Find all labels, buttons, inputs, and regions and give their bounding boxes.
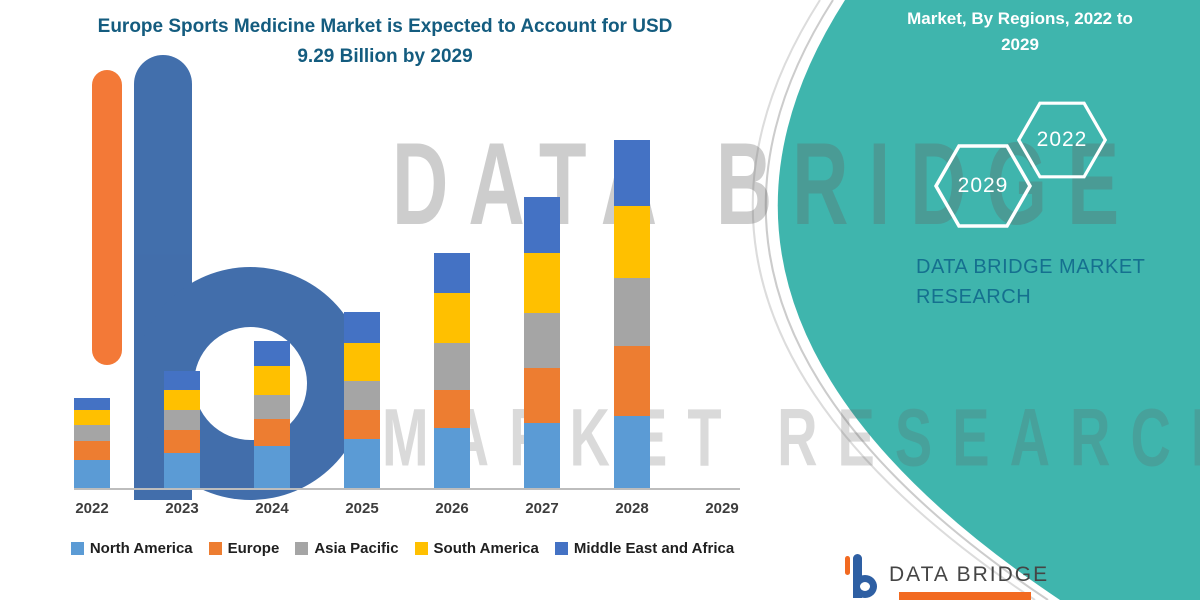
bar-segment-2023-north-america [164,453,200,488]
bar-segment-2025-asia-pacific [344,381,380,410]
chart-title: Europe Sports Medicine Market is Expecte… [40,12,730,72]
hexagon-badge-2029: 2029 [933,142,1033,230]
panel-title: Market, By Regions, 2022 to 2029 [850,6,1190,58]
bar-segment-2028-asia-pacific [614,278,650,346]
bar-segment-2026-south-america [434,293,470,343]
x-label-2022: 2022 [75,500,109,517]
bar-segment-2027-europe [524,368,560,423]
bar-segment-2025-europe [344,410,380,439]
bar-segment-2025-middle-east-and-africa [344,312,380,343]
bar-segment-2024-asia-pacific [254,395,290,419]
bar-segment-2026-europe [434,390,470,428]
bar-segment-2023-south-america [164,390,200,410]
logo-bowl-hole [860,582,870,591]
bar-segment-2027-middle-east-and-africa [524,197,560,253]
legend-label: South America [433,540,539,557]
legend-swatch [70,542,84,555]
x-label-2027: 2027 [525,500,559,517]
right-panel-shape [777,0,1200,600]
legend-label: Middle East and Africa [573,540,735,557]
x-label-2025: 2025 [345,500,379,517]
bar-segment-2023-asia-pacific [164,410,200,430]
bar-2027 [524,197,560,488]
x-label-2023: 2023 [165,500,199,517]
bar-segment-2022-north-america [74,460,110,488]
legend-label: Europe [227,540,280,557]
legend-item-europe: Europe [208,540,280,557]
footer-orange-strip [899,592,1031,600]
hexagon-year-label: 2022 [1036,128,1088,151]
x-label-2029: 2029 [705,500,739,517]
bar-segment-2024-south-america [254,366,290,395]
legend-item-south-america: South America [414,540,539,557]
logo-orange-bar [845,556,850,575]
hexagon-badge-2022: 2022 [1016,100,1108,180]
swoosh-curve-outer [751,0,1036,600]
bar-segment-2028-middle-east-and-africa [614,140,650,206]
hexagon-outline-icon [933,144,1033,228]
bar-segment-2022-south-america [74,410,110,425]
legend-swatch [208,542,222,555]
hexagon-year-label: 2029 [957,174,1009,197]
panel-brand-line1: DATA BRIDGE MARKET [916,256,1146,278]
panel-brand-line2: RESEARCH [916,286,1032,308]
x-label-2024: 2024 [255,500,289,517]
bar-2026 [434,253,470,488]
panel-title-line1: Market, By Regions, 2022 to [907,9,1133,28]
bar-segment-2027-south-america [524,253,560,313]
panel-title-line2: 2029 [1001,35,1039,54]
bar-2028 [614,140,650,488]
chart-title-line2: 9.29 Billion by 2029 [297,46,473,67]
bar-segment-2024-north-america [254,446,290,488]
bar-2022 [74,398,110,488]
bar-segment-2027-asia-pacific [524,313,560,368]
legend-item-asia-pacific: Asia Pacific [295,540,399,557]
bar-segment-2028-south-america [614,206,650,278]
legend-swatch [295,542,309,555]
bar-segment-2025-south-america [344,343,380,381]
legend-swatch [414,542,428,555]
bar-segment-2026-asia-pacific [434,343,470,390]
databridge-logo-icon [845,554,879,598]
footer-logo: DATA BRIDGE [845,554,1049,598]
bar-segment-2025-north-america [344,439,380,488]
bar-segment-2024-europe [254,419,290,446]
legend: North America Europe Asia Pacific South Ame… [40,540,765,557]
bar-2025 [344,312,380,488]
bar-segment-2022-middle-east-and-africa [74,398,110,410]
bar-segment-2026-north-america [434,428,470,488]
legend-label: Asia Pacific [314,540,399,557]
bar-segment-2023-europe [164,430,200,453]
hexagon-outline-icon [1016,101,1108,179]
chart-title-line1: Europe Sports Medicine Market is Expecte… [97,16,673,37]
footer-brand-name: DATA BRIDGE [889,563,1050,586]
legend-item-middle-east-and-africa: Middle East and Africa [554,540,735,557]
x-label-2028: 2028 [615,500,649,517]
bar-segment-2024-middle-east-and-africa [254,341,290,366]
swoosh-curve-inner [764,0,1049,600]
bar-2024 [254,341,290,488]
bar-segment-2027-north-america [524,423,560,488]
x-label-2026: 2026 [435,500,469,517]
bar-segment-2022-europe [74,441,110,460]
panel-brand-text: DATA BRIDGE MARKET RESEARCH [916,252,1145,312]
logo-orange-bar [92,70,122,365]
bar-segment-2028-north-america [614,416,650,488]
bar-segment-2028-europe [614,346,650,416]
bar-2023 [164,371,200,488]
bar-segment-2023-middle-east-and-africa [164,371,200,390]
bar-segment-2026-middle-east-and-africa [434,253,470,293]
bar-segment-2022-asia-pacific [74,425,110,441]
legend-item-north-america: North America [70,540,193,557]
legend-label: North America [89,540,193,557]
bar-plot [74,83,740,490]
legend-swatch [554,542,568,555]
x-axis-labels: 2022 2023 2024 2025 2026 2027 2028 2029 [62,500,752,517]
